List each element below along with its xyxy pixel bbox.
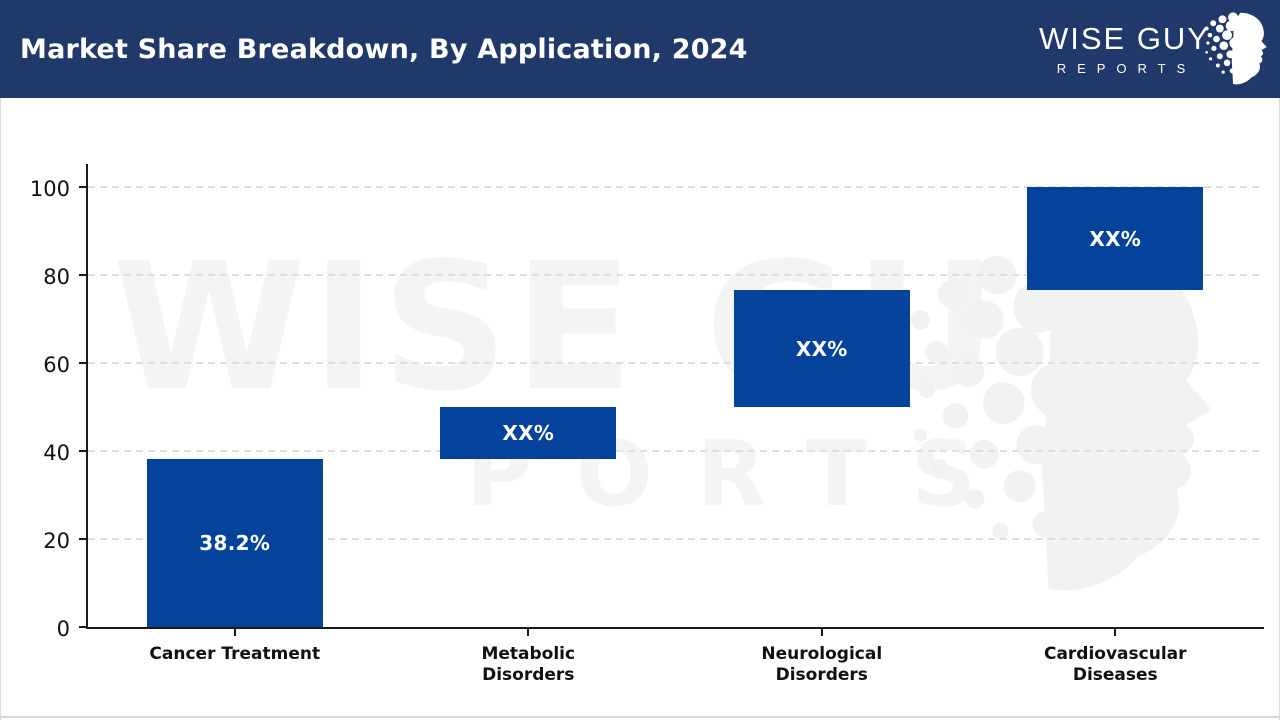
x-axis-tick-cancer-treatment <box>233 629 236 636</box>
dotted-face-logo-icon <box>1202 10 1268 88</box>
y-axis-tick-label-80: 80 <box>43 265 70 289</box>
x-axis-tick-cardiovascular <box>1114 629 1117 636</box>
y-axis-tick-label-0: 0 <box>56 617 70 641</box>
gridline-40 <box>88 450 1262 452</box>
gridline-100 <box>88 186 1262 188</box>
x-axis-tick-neurological <box>820 629 823 636</box>
gridline-80 <box>88 274 1262 276</box>
gridline-60 <box>88 362 1262 364</box>
logo-subtitle-text: REPORTS <box>1056 60 1197 76</box>
x-axis-category-label-cancer-treatment: Cancer Treatment <box>149 644 321 664</box>
gridline-20 <box>88 538 1262 540</box>
bar-value-label-cancer-treatment: 38.2% <box>199 530 271 555</box>
y-axis-tick-label-40: 40 <box>43 441 70 465</box>
y-axis-line <box>86 164 88 629</box>
wise-guy-reports-logo: WISE GUY REPORTS <box>1039 10 1268 88</box>
x-axis-category-label-neurological: Neurological Disorders <box>761 644 883 686</box>
y-axis-tick-label-20: 20 <box>43 529 70 553</box>
y-axis-tick-40 <box>79 450 86 452</box>
header-bar: Market Share Breakdown, By Application, … <box>0 0 1280 98</box>
plot-area: 0 20 40 60 80 100 38.2% Cancer Treatment XX% Meta… <box>30 165 1262 685</box>
logo-wordmark: WISE GUY REPORTS <box>1039 23 1210 76</box>
x-axis-tick-metabolic <box>527 629 530 636</box>
y-axis-tick-0 <box>79 626 86 628</box>
bar-neurological: XX% <box>733 290 910 407</box>
x-axis-category-label-cardiovascular: Cardiovascular Diseases <box>1043 644 1187 686</box>
y-axis-tick-label-100: 100 <box>29 177 70 201</box>
bar-metabolic: XX% <box>440 407 617 459</box>
bar-value-label-neurological: XX% <box>795 336 848 361</box>
bar-value-label-cardiovascular: XX% <box>1089 226 1142 251</box>
y-axis-tick-20 <box>79 538 86 540</box>
bar-cardiovascular: XX% <box>1027 187 1204 291</box>
bar-cancer-treatment: 38.2% <box>146 458 323 627</box>
y-axis-tick-label-60: 60 <box>43 353 70 377</box>
logo-name-text: WISE GUY <box>1038 20 1210 56</box>
x-axis-category-label-metabolic: Metabolic Disorders <box>481 644 576 686</box>
y-axis-tick-80 <box>79 274 86 276</box>
bar-value-label-metabolic: XX% <box>502 420 555 445</box>
x-axis-line <box>86 627 1264 629</box>
y-axis-tick-100 <box>79 186 86 188</box>
y-axis-tick-60 <box>79 362 86 364</box>
page-title: Market Share Breakdown, By Application, … <box>20 33 748 65</box>
